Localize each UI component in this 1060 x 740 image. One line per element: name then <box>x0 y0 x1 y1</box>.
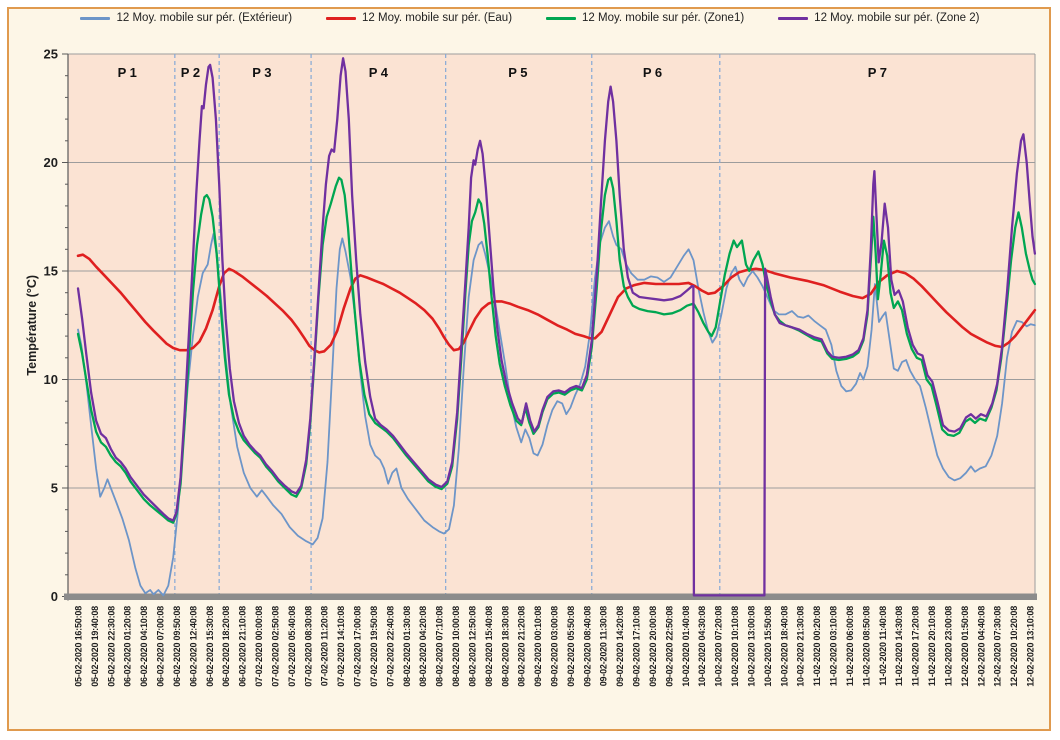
x-tick-label: 11-02-2020 08:50:08 <box>861 606 871 686</box>
x-tick-label: 10-02-2020 04:30:08 <box>697 606 707 687</box>
x-tick-label: 12-02-2020 10:20:08 <box>1009 606 1019 687</box>
x-tick-label: 06-02-2020 09:50:08 <box>172 606 182 687</box>
legend-line-exterieur-icon <box>80 16 111 20</box>
legend-item-eau[interactable]: 12 Moy. mobile sur pér. (Eau) <box>326 12 512 24</box>
x-tick-label: 10-02-2020 13:00:08 <box>746 606 756 687</box>
x-tick-label: 12-02-2020 04:40:08 <box>976 606 986 687</box>
x-tick-label: 09-02-2020 03:00:08 <box>550 606 560 687</box>
legend-label-zone1: 12 Moy. mobile sur pér. (Zone1) <box>582 12 745 24</box>
x-tick-label: 08-02-2020 10:00:08 <box>451 606 461 687</box>
x-tick-label: 06-02-2020 21:10:08 <box>238 606 248 687</box>
x-tick-label: 09-02-2020 14:20:08 <box>615 606 625 687</box>
x-tick-label: 09-02-2020 08:40:08 <box>582 606 592 687</box>
series-line-3 <box>76 57 1037 597</box>
gridlines <box>68 53 1035 489</box>
x-tick-label: 07-02-2020 22:40:08 <box>385 606 395 687</box>
legend-item-exterieur[interactable]: 12 Moy. mobile sur pér. (Extérieur) <box>80 12 292 24</box>
period-label: P 2 <box>181 65 200 80</box>
period-label: P 5 <box>508 65 527 80</box>
chart-legend: 12 Moy. mobile sur pér. (Extérieur) 12 M… <box>0 12 1060 24</box>
x-tick-label: 11-02-2020 23:00:08 <box>943 606 953 686</box>
period-labels: P 1 P 2 P 3 P 4 P 5 P 6 P 7 <box>118 65 887 80</box>
legend-line-zone1-icon <box>546 16 577 20</box>
x-tick-label: 05-02-2020 22:30:08 <box>106 606 116 687</box>
y-axis-ticks <box>62 53 68 597</box>
x-tick-label: 10-02-2020 10:10:08 <box>730 606 740 687</box>
x-tick-label: 08-02-2020 07:10:08 <box>435 606 445 687</box>
x-tick-label: 05-02-2020 16:50:08 <box>74 606 84 687</box>
y-tick-labels: 0 5 10 15 20 25 <box>44 47 58 605</box>
x-tick-label: 09-02-2020 20:00:08 <box>648 606 658 687</box>
period-label: P 6 <box>643 65 662 80</box>
period-label: P 3 <box>252 65 271 80</box>
x-tick-label: 09-02-2020 11:30:08 <box>599 606 609 686</box>
y-tick-label: 25 <box>44 47 58 62</box>
x-tick-label: 07-02-2020 17:00:08 <box>353 606 363 687</box>
x-tick-label: 11-02-2020 20:10:08 <box>927 606 937 686</box>
x-tick-label: 09-02-2020 00:10:08 <box>533 606 543 687</box>
series-line-2 <box>76 176 1037 524</box>
x-tick-label: 08-02-2020 04:20:08 <box>418 606 428 687</box>
x-tick-label: 07-02-2020 02:50:08 <box>270 606 280 687</box>
y-tick-label: 15 <box>44 264 58 279</box>
legend-label-zone2: 12 Moy. mobile sur pér. (Zone 2) <box>814 12 980 24</box>
x-tick-label: 07-02-2020 14:10:08 <box>336 606 346 687</box>
x-tick-label: 06-02-2020 12:40:08 <box>188 606 198 687</box>
legend-label-exterieur: 12 Moy. mobile sur pér. (Extérieur) <box>116 12 293 24</box>
x-axis-zero-bar <box>64 593 1037 600</box>
x-tick-label: 06-02-2020 01:20:08 <box>123 606 133 687</box>
y-tick-label: 10 <box>44 372 58 387</box>
x-tick-label: 11-02-2020 11:40:08 <box>878 606 888 686</box>
x-tick-label: 09-02-2020 05:50:08 <box>566 606 576 687</box>
x-tick-label: 07-02-2020 19:50:08 <box>369 606 379 687</box>
x-tick-label: 10-02-2020 07:20:08 <box>714 606 724 687</box>
x-tick-label: 11-02-2020 06:00:08 <box>845 606 855 686</box>
x-tick-label: 07-02-2020 00:00:08 <box>254 606 264 687</box>
legend-item-zone2[interactable]: 12 Moy. mobile sur pér. (Zone 2) <box>778 12 980 24</box>
x-tick-labels: 05-02-2020 16:50:08 05-02-2020 19:40:08 05… <box>74 606 1036 687</box>
x-tick-label: 10-02-2020 01:40:08 <box>681 606 691 687</box>
x-tick-label: 07-02-2020 05:40:08 <box>287 606 297 687</box>
legend-line-eau-icon <box>326 16 357 20</box>
y-axis-title: Température (°C) <box>25 275 39 376</box>
x-tick-label: 11-02-2020 17:20:08 <box>911 606 921 686</box>
x-tick-label: 09-02-2020 17:10:08 <box>632 606 642 687</box>
legend-label-eau: 12 Moy. mobile sur pér. (Eau) <box>362 12 513 24</box>
x-tick-label: 08-02-2020 12:50:08 <box>467 606 477 687</box>
y-tick-label: 0 <box>51 589 58 604</box>
legend-line-zone2-icon <box>778 16 809 20</box>
x-tick-label: 06-02-2020 15:30:08 <box>205 606 215 687</box>
x-tick-label: 12-02-2020 13:10:08 <box>1026 606 1036 687</box>
x-tick-label: 11-02-2020 00:20:08 <box>812 606 822 686</box>
x-tick-label: 11-02-2020 14:30:08 <box>894 606 904 686</box>
legend-item-zone1[interactable]: 12 Moy. mobile sur pér. (Zone1) <box>546 12 744 24</box>
x-tick-label: 08-02-2020 21:20:08 <box>517 606 527 687</box>
x-tick-label: 07-02-2020 11:20:08 <box>320 606 330 686</box>
x-tick-label: 10-02-2020 21:30:08 <box>796 606 806 687</box>
period-label: P 7 <box>868 65 887 80</box>
x-tick-label: 06-02-2020 04:10:08 <box>139 606 149 687</box>
x-tick-label: 08-02-2020 18:30:08 <box>500 606 510 687</box>
y-tick-label: 20 <box>44 155 58 170</box>
x-tick-label: 06-02-2020 18:20:08 <box>221 606 231 687</box>
period-label: P 1 <box>118 65 137 80</box>
x-tick-label: 07-02-2020 08:30:08 <box>303 606 313 687</box>
x-tick-label: 09-02-2020 22:50:08 <box>664 606 674 687</box>
x-tick-label: 05-02-2020 19:40:08 <box>90 606 100 687</box>
x-tick-label: 10-02-2020 15:50:08 <box>763 606 773 687</box>
x-tick-label: 10-02-2020 18:40:08 <box>779 606 789 687</box>
period-label: P 4 <box>369 65 389 80</box>
x-tick-label: 08-02-2020 15:40:08 <box>484 606 494 687</box>
x-tick-label: 08-02-2020 01:30:08 <box>402 606 412 687</box>
x-tick-label: 06-02-2020 07:00:08 <box>156 606 166 687</box>
x-tick-label: 11-02-2020 03:10:08 <box>829 606 839 686</box>
plot-background <box>68 54 1035 600</box>
x-tick-label: 12-02-2020 01:50:08 <box>960 606 970 687</box>
x-tick-label: 12-02-2020 07:30:08 <box>993 606 1003 687</box>
y-tick-label: 5 <box>51 481 58 496</box>
